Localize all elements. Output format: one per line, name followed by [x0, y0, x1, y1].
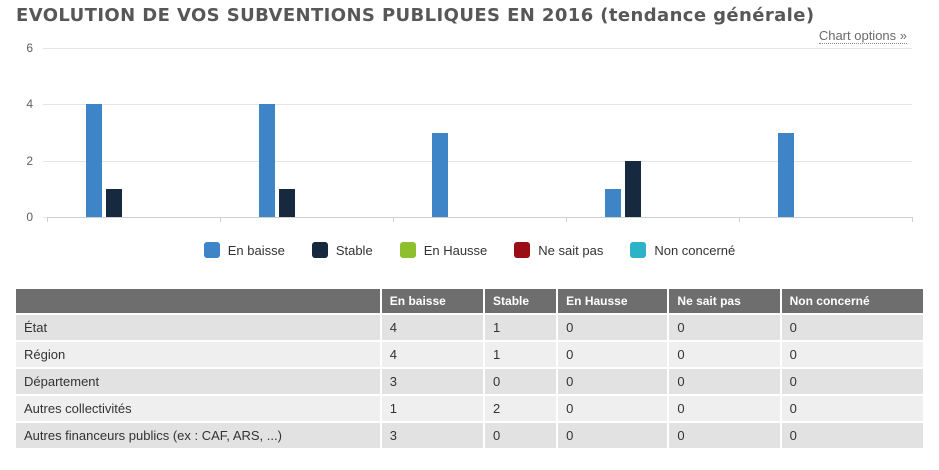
- table-header-cell: Non concerné: [781, 289, 923, 313]
- value-cell: 0: [558, 396, 668, 421]
- bar-Stable-Région[interactable]: [278, 188, 295, 217]
- value-cell: 3: [381, 423, 484, 448]
- value-cell: 4: [381, 315, 484, 340]
- bar-En baisse-Autres collectivités[interactable]: [604, 188, 621, 217]
- value-cell: 0: [781, 342, 923, 367]
- bar-En baisse-Autres financeurs publics (ex : CAF, ARS, ...)[interactable]: [777, 132, 794, 217]
- legend-item-Ne sait pas[interactable]: Ne sait pas: [514, 242, 603, 258]
- value-cell: 1: [485, 315, 557, 340]
- bar-chart-plot-area: 6 4 2 0: [0, 40, 939, 240]
- value-cell: 0: [669, 315, 780, 340]
- legend-label: Stable: [335, 242, 373, 258]
- row-label-cell: Autres collectivités: [16, 396, 380, 421]
- table-header-cell: Ne sait pas: [669, 289, 780, 313]
- table-row: Autres financeurs publics (ex : CAF, ARS…: [16, 423, 923, 448]
- value-cell: 0: [558, 423, 668, 448]
- legend-label: En Hausse: [423, 242, 488, 258]
- chart-legend: En baisse Stable En Hausse Ne sait pas Non c…: [0, 242, 939, 258]
- value-cell: 0: [669, 423, 780, 448]
- value-cell: 0: [781, 423, 923, 448]
- value-cell: 4: [381, 342, 484, 367]
- bar-Stable-État[interactable]: [105, 188, 122, 217]
- results-table: En baisse Stable En Hausse Ne sait pas Non c…: [14, 287, 925, 450]
- bar-Stable-Autres collectivités[interactable]: [624, 160, 641, 217]
- value-cell: 0: [669, 369, 780, 394]
- value-cell: 0: [781, 396, 923, 421]
- value-cell: 0: [781, 369, 923, 394]
- bar-En baisse-Région[interactable]: [258, 104, 275, 217]
- x-axis-tick: [566, 217, 567, 222]
- table-row: État 4 1 0 0 0: [16, 315, 923, 340]
- x-axis-tick: [739, 217, 740, 222]
- legend-swatch: [630, 242, 647, 258]
- table-header-cell: Stable: [485, 289, 557, 313]
- y-axis-tick-label: 0: [26, 210, 33, 224]
- value-cell: 1: [485, 342, 557, 367]
- table-header: En baisse Stable En Hausse Ne sait pas Non c…: [16, 289, 923, 313]
- chart-options-link[interactable]: Chart options »: [818, 28, 907, 44]
- page-title: EVOLUTION DE VOS SUBVENTIONS PUBLIQUES E…: [16, 5, 815, 26]
- row-label-cell: Autres financeurs publics (ex : CAF, ARS…: [16, 423, 380, 448]
- row-label-cell: Région: [16, 342, 380, 367]
- legend-swatch: [399, 242, 416, 258]
- legend-label: Ne sait pas: [538, 242, 604, 258]
- legend-swatch: [311, 242, 328, 258]
- value-cell: 0: [558, 315, 668, 340]
- table-header-cell: [16, 289, 380, 313]
- value-cell: 1: [381, 396, 484, 421]
- x-axis-tick: [220, 217, 221, 222]
- y-axis-tick-label: 4: [26, 97, 33, 112]
- value-cell: 0: [558, 369, 668, 394]
- legend-item-Stable[interactable]: Stable: [311, 242, 373, 258]
- legend-label: En baisse: [227, 242, 285, 258]
- row-label-cell: État: [16, 315, 380, 340]
- value-cell: 2: [485, 396, 557, 421]
- bar-En baisse-État[interactable]: [85, 104, 102, 217]
- legend-item-Non concerné[interactable]: Non concerné: [630, 242, 735, 258]
- value-cell: 0: [485, 423, 557, 448]
- value-cell: 0: [781, 315, 923, 340]
- value-cell: 0: [485, 369, 557, 394]
- bar-En baisse-Département[interactable]: [431, 132, 448, 217]
- x-axis-tick: [47, 217, 48, 222]
- value-cell: 3: [381, 369, 484, 394]
- y-axis-tick-label: 2: [26, 153, 33, 168]
- table-row: Région 4 1 0 0 0: [16, 342, 923, 367]
- chart-options: Chart options »: [818, 28, 907, 44]
- x-axis-line: [47, 217, 912, 218]
- gridline: [43, 104, 912, 106]
- gridline: [43, 160, 912, 162]
- row-label-cell: Département: [16, 369, 380, 394]
- legend-item-En Hausse[interactable]: En Hausse: [399, 242, 488, 258]
- x-axis-tick: [912, 217, 913, 222]
- value-cell: 0: [558, 342, 668, 367]
- gridline: [43, 48, 912, 49]
- legend-swatch: [514, 242, 531, 258]
- legend-swatch: [203, 242, 220, 258]
- legend-item-En baisse[interactable]: En baisse: [203, 242, 285, 258]
- x-axis-tick: [393, 217, 394, 222]
- legend-label: Non concerné: [654, 242, 736, 258]
- table-header-cell: En baisse: [381, 289, 484, 313]
- value-cell: 0: [669, 342, 780, 367]
- table-row: Autres collectivités 1 2 0 0 0: [16, 396, 923, 421]
- table-header-cell: En Hausse: [558, 289, 668, 313]
- table-row: Département 3 0 0 0 0: [16, 369, 923, 394]
- value-cell: 0: [669, 396, 780, 421]
- y-axis-tick-label: 6: [26, 41, 33, 55]
